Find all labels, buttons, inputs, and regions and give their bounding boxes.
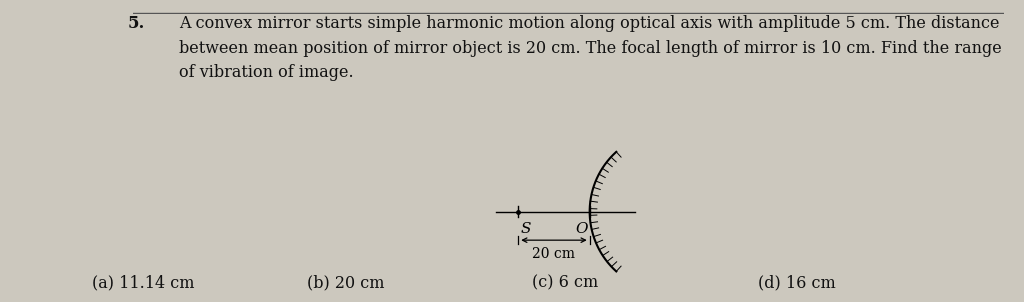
Text: 5.: 5. [128,15,145,32]
Text: (b) 20 cm: (b) 20 cm [307,275,385,291]
Text: (a) 11.14 cm: (a) 11.14 cm [92,275,195,291]
Text: (c) 6 cm: (c) 6 cm [532,275,599,291]
Text: O: O [575,222,588,236]
Text: S: S [521,222,531,236]
Text: (d) 16 cm: (d) 16 cm [758,275,836,291]
Text: A convex mirror starts simple harmonic motion along optical axis with amplitude : A convex mirror starts simple harmonic m… [179,15,1001,82]
Text: 20 cm: 20 cm [532,247,575,261]
